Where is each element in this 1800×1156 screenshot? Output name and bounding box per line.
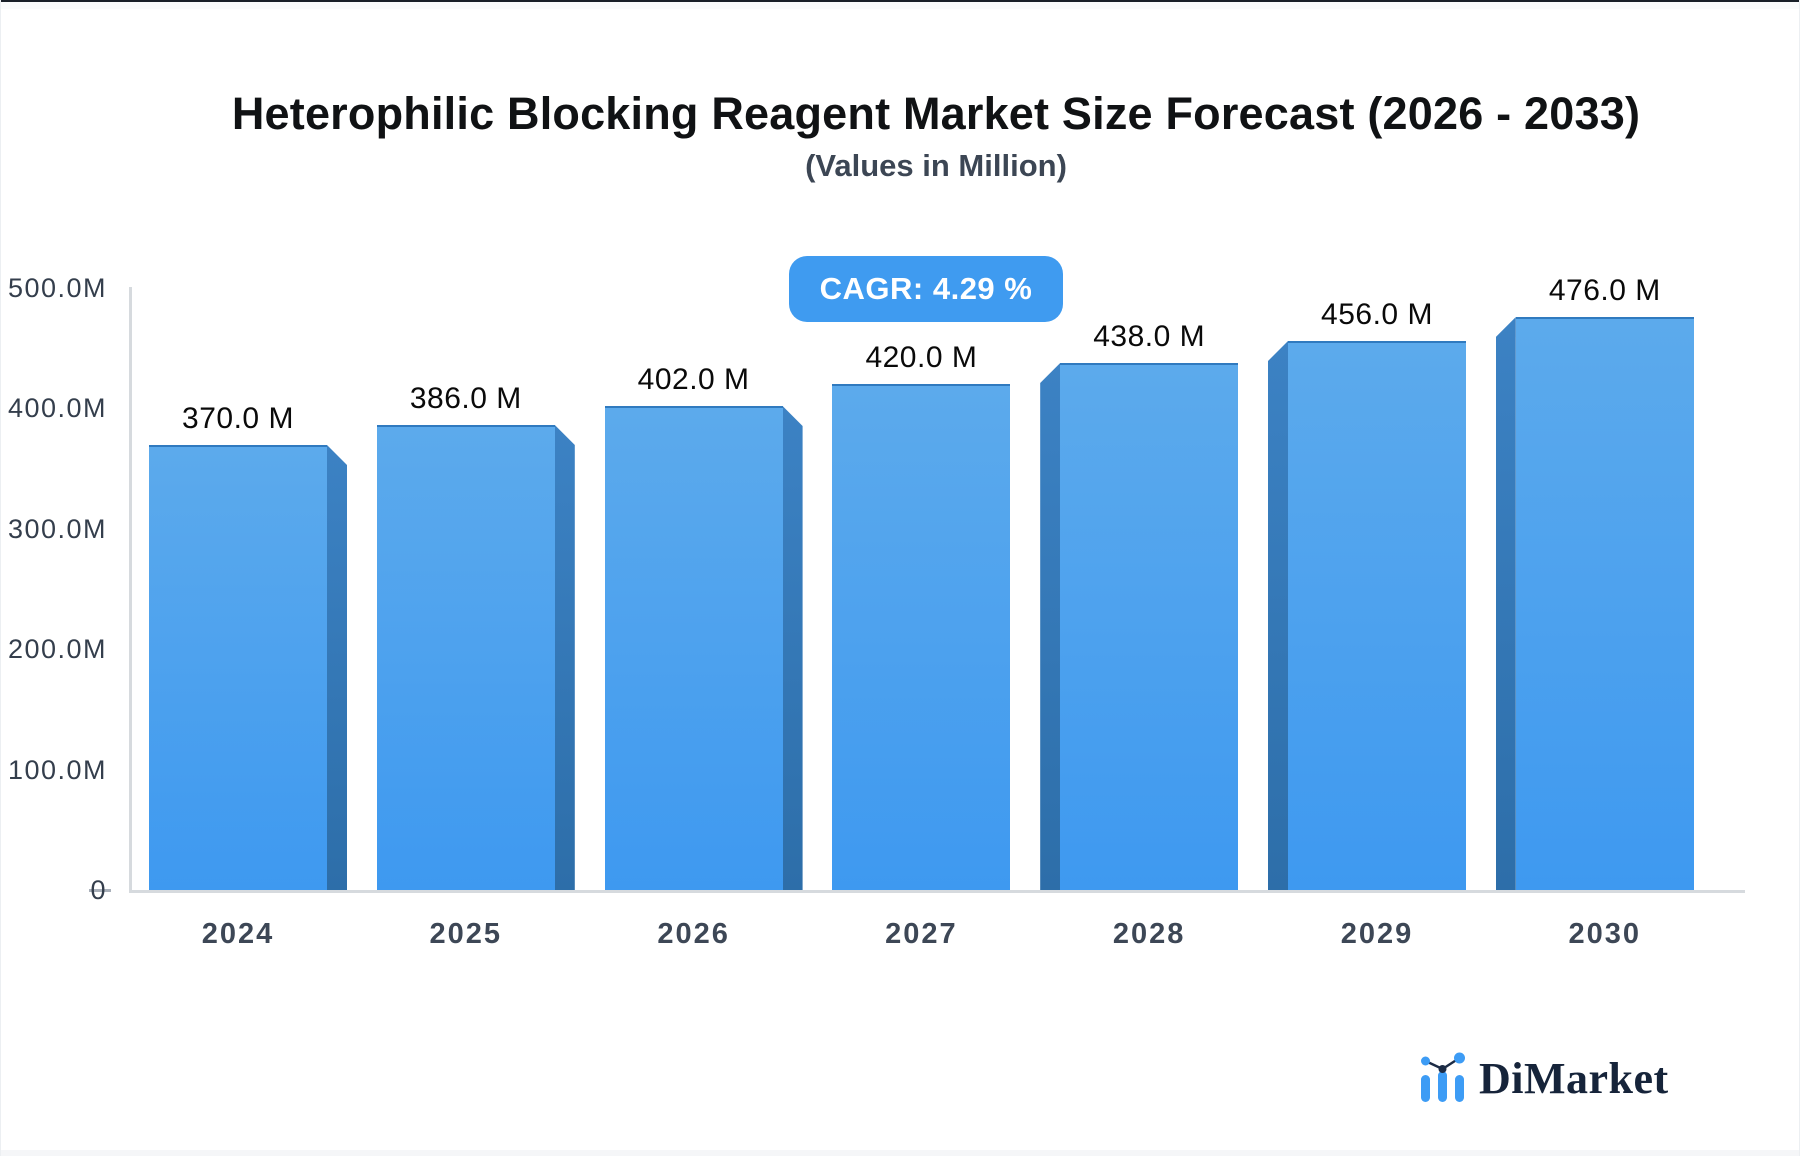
brand-logo: DiMarket <box>1419 1052 1669 1104</box>
x-axis-label: 2030 <box>1568 918 1642 950</box>
y-axis-label: 100.0M <box>7 754 107 785</box>
bar-2027 <box>832 384 1011 890</box>
bar-2026 <box>604 406 783 890</box>
y-axis-label: 400.0M <box>7 393 107 424</box>
bar-2030 <box>1515 317 1694 890</box>
chart-subtitle: (Values in Million) <box>805 148 1067 183</box>
window-bottom-edge <box>1 1150 1799 1156</box>
y-axis-line <box>129 287 132 893</box>
chart-title: Heterophilic Blocking Reagent Market Siz… <box>231 88 1641 139</box>
bar-value-label: 476.0 M <box>1548 274 1661 307</box>
bar-side-panel <box>327 445 347 890</box>
bar-2028 <box>1060 363 1239 890</box>
zero-tick-mark <box>89 889 111 892</box>
bar-side-panel <box>1040 363 1061 890</box>
bar-value-label: 438.0 M <box>1093 320 1206 353</box>
cagr-badge-label: CAGR: 4.29 % <box>819 271 1033 306</box>
x-axis-label: 2028 <box>1112 918 1186 950</box>
bar-value-label: 386.0 M <box>409 382 522 415</box>
y-axis-label: 200.0M <box>7 634 107 665</box>
bar-2029 <box>1288 341 1466 890</box>
y-axis-label: 0 <box>90 875 107 905</box>
window-top-margin <box>1 2 1799 9</box>
x-axis-label: 2025 <box>429 918 503 950</box>
x-axis-label: 2024 <box>201 918 275 950</box>
cagr-badge: CAGR: 4.29 % <box>789 256 1063 322</box>
bar-side-panel <box>1268 341 1288 890</box>
x-axis-label: 2029 <box>1340 918 1414 950</box>
bar-side-panel <box>554 425 575 890</box>
bar-2024 <box>149 445 327 890</box>
bar-side-panel <box>1495 317 1516 890</box>
y-axis-label: 300.0M <box>7 513 107 544</box>
bar-2025 <box>376 425 555 890</box>
y-axis-label: 500.0M <box>7 273 107 303</box>
bar-value-label: 420.0 M <box>865 341 978 374</box>
x-axis-line <box>129 890 1745 893</box>
brand-name: DiMarket <box>1479 1054 1669 1103</box>
window-top-edge <box>1 0 1799 2</box>
x-axis-label: 2027 <box>885 918 958 950</box>
bar-line-chart-icon <box>1421 1052 1465 1102</box>
bar-value-label: 402.0 M <box>637 363 750 396</box>
x-axis-label: 2026 <box>657 918 730 950</box>
bar-value-label: 370.0 M <box>182 402 294 435</box>
bar-side-panel <box>782 406 803 890</box>
bar-value-label: 456.0 M <box>1321 298 1433 331</box>
